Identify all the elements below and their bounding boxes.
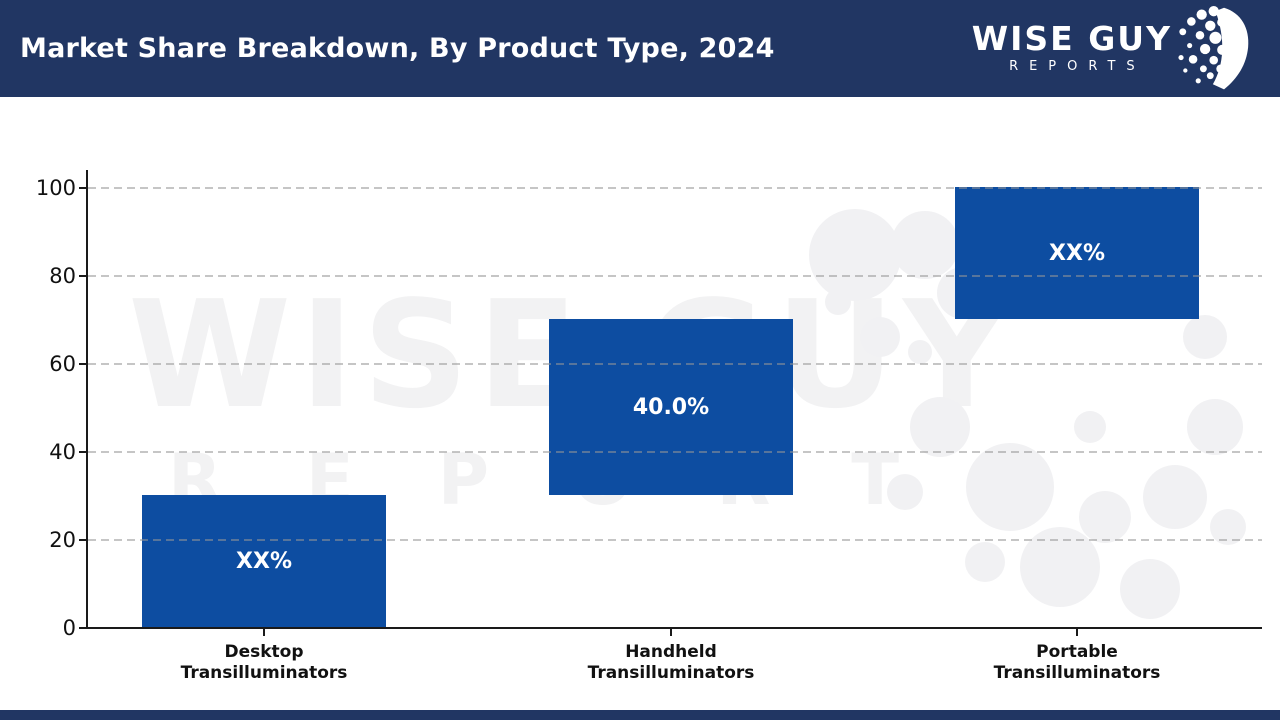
y-tick-mark (79, 363, 86, 365)
watermark-dot (965, 542, 1005, 582)
y-tick-label: 60 (49, 352, 76, 376)
watermark-dot (1079, 491, 1131, 543)
y-tick-mark (79, 187, 86, 189)
bar-value-label: 40.0% (632, 394, 710, 420)
bar-portable-transilluminators: XX% (955, 187, 1199, 319)
y-tick-label: 80 (49, 264, 76, 288)
logo-face-icon (1178, 5, 1249, 89)
y-tick-label: 0 (62, 616, 76, 640)
x-tick-mark (670, 629, 672, 636)
y-tick-mark (79, 275, 86, 277)
category-label: Desktop Transilluminators (180, 642, 348, 683)
gridline (88, 451, 1262, 453)
gridline (88, 187, 1262, 189)
wiseguy-logo-text: WISE GUY REPORTS (971, 18, 1172, 76)
gridline (88, 275, 1262, 277)
y-tick-mark (79, 627, 86, 629)
x-tick-mark (263, 629, 265, 636)
watermark-dot (887, 474, 923, 510)
y-tick-label: 20 (49, 528, 76, 552)
watermark-dot (1187, 399, 1243, 455)
gridline (88, 539, 1262, 541)
watermark-dot (1183, 315, 1227, 359)
x-axis-line (86, 627, 1262, 629)
footer-bar (0, 710, 1280, 720)
watermark-dot (910, 397, 970, 457)
bar-desktop-transilluminators: XX% (142, 495, 386, 627)
logo-subtitle: REPORTS (1009, 58, 1146, 74)
bar-value-label: XX% (236, 548, 292, 574)
page-title: Market Share Breakdown, By Product Type,… (20, 33, 775, 64)
watermark-dot (1143, 465, 1207, 529)
header-bar: Market Share Breakdown, By Product Type,… (0, 0, 1280, 97)
wiseguy-logo: WISE GUY REPORTS (971, 5, 1258, 92)
watermark-dot (908, 340, 932, 364)
category-label: Handheld Transilluminators (587, 642, 755, 683)
y-tick-mark (79, 451, 86, 453)
gridline (88, 363, 1262, 365)
watermark-dot (966, 443, 1054, 531)
y-axis-line (86, 170, 88, 629)
watermark-dot (825, 289, 851, 315)
bar-value-label: XX% (1049, 240, 1105, 266)
y-tick-mark (79, 539, 86, 541)
chart-area: WISE GUY REPORTS 020406080100XX%Desktop … (0, 97, 1280, 710)
y-tick-label: 100 (35, 176, 76, 200)
y-tick-label: 40 (49, 440, 76, 464)
watermark-dot (860, 317, 900, 357)
category-label: Portable Transilluminators (993, 642, 1161, 683)
bar-handheld-transilluminators: 40.0% (549, 319, 793, 495)
watermark-dot (1074, 411, 1106, 443)
watermark-dot (891, 211, 959, 279)
watermark-dot (1120, 559, 1180, 619)
x-tick-mark (1076, 629, 1078, 636)
logo-wordmark: WISE GUY (971, 18, 1172, 58)
watermark-dot (809, 209, 901, 301)
